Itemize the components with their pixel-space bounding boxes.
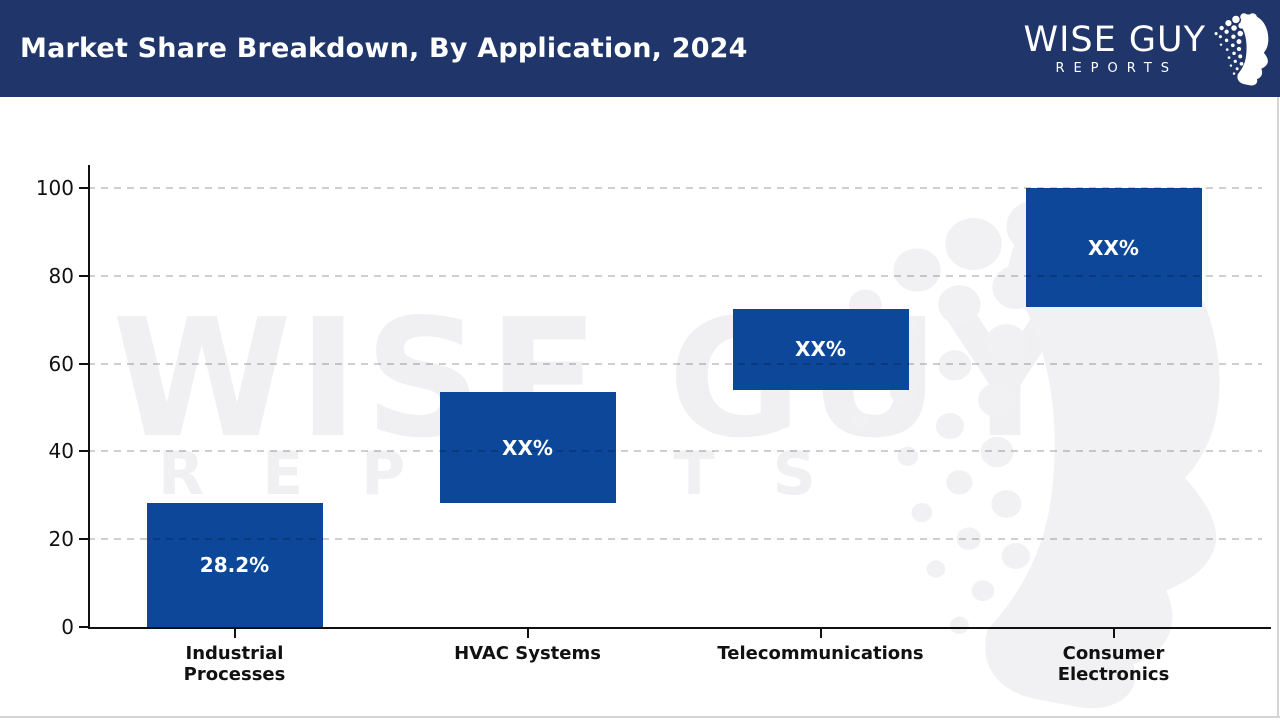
bar-telecommunications (732, 308, 909, 390)
gridline-100 (88, 187, 1262, 189)
x-tick-consumer-electronics (1112, 629, 1115, 638)
bar-consumer-electronics (1025, 188, 1202, 308)
bar-industrial-processes (146, 503, 323, 627)
y-axis-line (88, 165, 90, 629)
gridline-20 (88, 538, 1262, 541)
x-category-label-hvac-systems: HVAC Systems (454, 643, 601, 664)
gridline-40 (88, 450, 1262, 453)
bar-value-label-consumer-electronics: XX% (1088, 235, 1139, 260)
y-tick-60 (79, 362, 88, 365)
x-label-line: Processes (183, 664, 286, 685)
x-label-line: Electronics (1057, 664, 1170, 685)
logo-name: WISE GUY (1023, 20, 1206, 60)
x-tick-industrial-processes (233, 629, 236, 638)
page-title: Market Share Breakdown, By Application, … (20, 33, 748, 64)
y-tick-label-80: 80 (48, 263, 74, 288)
x-category-label-industrial-processes: Industrial Processes (184, 643, 286, 685)
wise-guy-reports-logo: WISE GUY REPORTS (1023, 8, 1270, 90)
x-label-line: Industrial (185, 643, 284, 664)
bar-value-label-telecommunications: XX% (795, 337, 846, 362)
x-tick-telecommunications (819, 629, 822, 638)
gridline-60 (88, 362, 1262, 365)
gridline-80 (88, 274, 1262, 277)
figure-right-border (1277, 97, 1279, 718)
x-label-line: Telecommunications (717, 643, 924, 664)
x-category-label-consumer-electronics: Consumer Electronics (1058, 643, 1170, 685)
chart-area: WISE GUY REPORTS 02040608010028.2%Indust… (0, 97, 1280, 720)
y-tick-label-40: 40 (48, 439, 74, 464)
y-tick-label-0: 0 (61, 615, 74, 639)
header-bar: Market Share Breakdown, By Application, … (0, 0, 1280, 97)
y-tick-label-60: 60 (48, 351, 74, 376)
figure-bottom-border (0, 716, 1280, 718)
y-tick-label-20: 20 (48, 527, 74, 552)
logo-subtitle: REPORTS (1055, 61, 1179, 76)
x-label-line: HVAC Systems (454, 643, 601, 664)
y-tick-100 (79, 187, 88, 189)
y-tick-20 (79, 538, 88, 541)
y-tick-80 (79, 274, 88, 277)
bar-hvac-systems (439, 392, 616, 504)
y-tick-label-100: 100 (35, 176, 74, 200)
x-tick-hvac-systems (526, 629, 529, 638)
y-tick-40 (79, 450, 88, 453)
x-category-label-telecommunications: Telecommunications (717, 643, 923, 664)
bar-value-label-industrial-processes: 28.2% (199, 553, 270, 578)
bar-value-label-hvac-systems: XX% (502, 435, 553, 460)
x-label-line: Consumer (1062, 643, 1165, 664)
x-axis-line (88, 627, 1271, 629)
dotted-head-profile-icon (1214, 13, 1269, 86)
y-tick-0 (79, 626, 88, 628)
